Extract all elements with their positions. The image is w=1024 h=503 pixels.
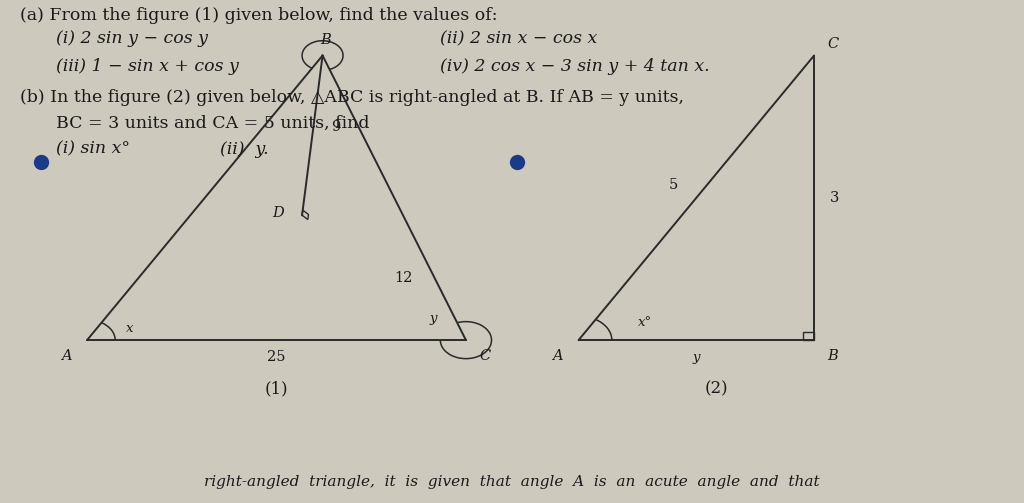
Text: (ii)  y.: (ii) y. [220,141,268,157]
Text: A: A [553,350,563,363]
Text: (b) In the figure (2) given below, △ABC is right-angled at B. If AB = y units,: (b) In the figure (2) given below, △ABC … [20,89,684,106]
Text: B: B [827,350,838,363]
Text: B: B [321,33,331,47]
Text: 3: 3 [829,191,839,205]
Text: (iii) 1 − sin x + cos y: (iii) 1 − sin x + cos y [56,58,240,75]
Text: right-angled  triangle,  it  is  given  that  angle  A  is  an  acute  angle  an: right-angled triangle, it is given that … [204,475,820,488]
Text: C: C [827,37,839,51]
Text: (i) sin x°: (i) sin x° [56,141,130,157]
Text: (1): (1) [264,380,289,397]
Text: 5: 5 [669,178,679,192]
Text: BC = 3 units and CA = 5 units, find: BC = 3 units and CA = 5 units, find [56,115,370,132]
Text: x: x [126,322,134,335]
Text: (i) 2 sin y − cos y: (i) 2 sin y − cos y [56,30,208,47]
Text: x°: x° [638,316,652,329]
Text: 9: 9 [331,120,340,134]
Text: y: y [692,351,700,364]
Text: 12: 12 [394,271,413,285]
Text: y: y [429,312,437,324]
Text: D: D [272,206,284,220]
Text: (a) From the figure (1) given below, find the values of:: (a) From the figure (1) given below, fin… [20,7,498,24]
Text: (iv) 2 cos x − 3 sin y + 4 tan x.: (iv) 2 cos x − 3 sin y + 4 tan x. [440,58,710,75]
Text: C: C [479,350,490,363]
Text: A: A [61,350,72,363]
Text: 25: 25 [267,350,286,364]
Text: (2): (2) [705,380,729,397]
Text: (ii) 2 sin x − cos x: (ii) 2 sin x − cos x [440,30,598,47]
